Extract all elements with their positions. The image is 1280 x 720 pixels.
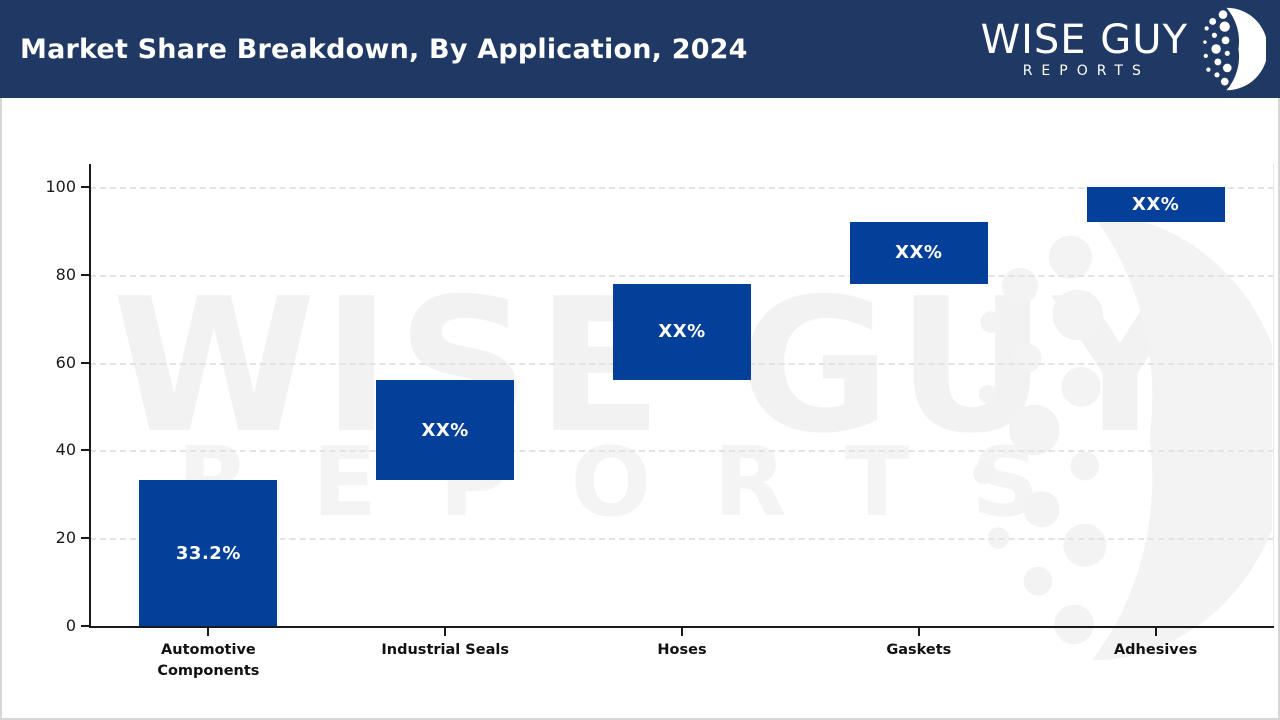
y-tick-mark — [81, 449, 89, 452]
bar-segment: XX% — [613, 283, 751, 381]
bar-segment: XX% — [1086, 187, 1225, 223]
bar-value-label: XX% — [1131, 194, 1180, 216]
x-tick-mark — [1154, 628, 1157, 636]
x-axis-spine — [89, 626, 1274, 628]
y-tick-mark — [81, 273, 89, 276]
logo-wordmark: WISE GUY — [980, 17, 1188, 63]
x-tick-mark — [917, 628, 920, 636]
y-tick-mark — [81, 537, 89, 540]
wiseguy-logo: WISE GUY REPORTS — [981, 6, 1266, 92]
y-tick-label: 40 — [55, 440, 76, 460]
gridline-y40 — [90, 450, 1274, 453]
chart-plot-area: 33.2% XX% XX% XX% XX% — [90, 164, 1274, 626]
y-tick-label: 100 — [45, 177, 76, 196]
bar-segment: 33.2% — [139, 480, 278, 626]
dotted-face-icon — [1203, 7, 1266, 91]
y-tick-label: 60 — [55, 352, 76, 372]
bar-value-label: XX% — [658, 321, 706, 343]
y-tick-label: 80 — [55, 264, 76, 284]
y-tick-label: 0 — [65, 616, 76, 635]
wiseguy-logo-text: WISE GUY REPORTS — [981, 20, 1188, 78]
x-tick-mark — [681, 628, 683, 636]
x-category-label: Industrial Seals — [381, 642, 509, 658]
gridline-y100 — [90, 187, 1274, 189]
bar-segment: XX% — [376, 380, 515, 481]
bar-value-label: XX% — [421, 419, 469, 441]
gridline-y80 — [90, 274, 1274, 277]
y-tick-mark — [81, 625, 89, 627]
header-bar: Market Share Breakdown, By Application, … — [0, 0, 1280, 98]
y-tick-mark — [81, 186, 89, 188]
x-tick-mark — [444, 628, 447, 636]
y-tick-label: 20 — [55, 528, 76, 548]
x-tick-mark — [207, 628, 210, 636]
bar-value-label: 33.2% — [175, 542, 241, 564]
logo-subtitle: REPORTS — [1022, 63, 1150, 79]
y-axis-spine — [89, 164, 91, 628]
x-category-label: Hoses — [657, 642, 707, 658]
page-title: Market Share Breakdown, By Application, … — [20, 33, 748, 65]
x-category-label: Gaskets — [886, 642, 952, 658]
bar-value-label: XX% — [895, 242, 943, 264]
y-tick-mark — [81, 361, 89, 364]
bar-segment: XX% — [849, 222, 988, 284]
gridline-y20 — [90, 538, 1274, 541]
x-category-label: Automotive Components — [157, 642, 260, 680]
plot-right-border — [1273, 164, 1274, 626]
x-category-label: Adhesives — [1113, 642, 1198, 658]
